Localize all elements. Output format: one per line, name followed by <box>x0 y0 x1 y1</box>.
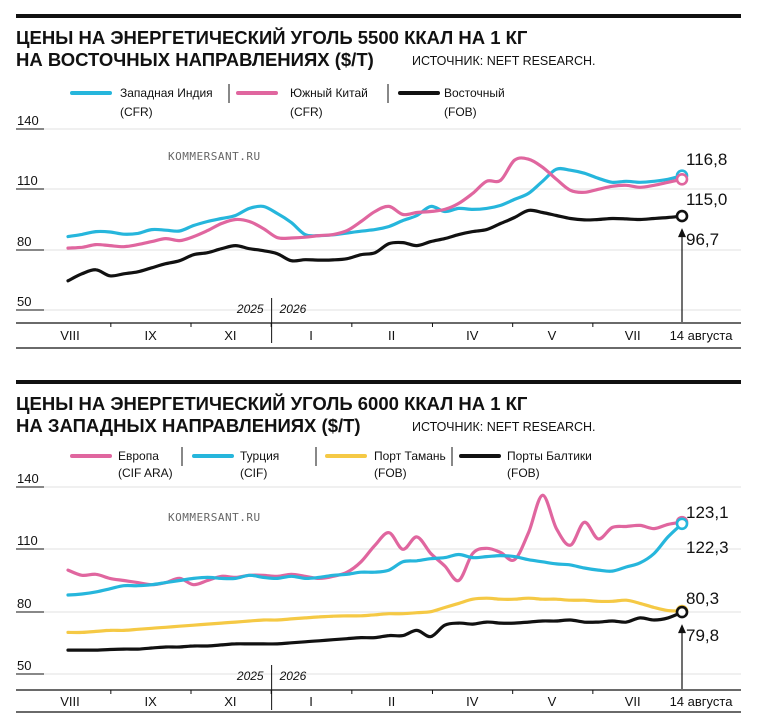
x-tick-label: V <box>548 328 557 343</box>
y-tick-label: 50 <box>17 294 31 309</box>
x-tick-label: VII <box>625 328 641 343</box>
end-value-label: 122,3 <box>686 538 729 557</box>
date-arrow-head <box>678 228 686 238</box>
y-tick-label: 140 <box>17 471 39 486</box>
legend-label: Европа <box>118 449 159 463</box>
year-label: 2025 <box>236 669 264 683</box>
watermark: KOMMERSANT.RU <box>168 511 261 524</box>
end-value-label: 80,3 <box>686 589 719 608</box>
date-arrow-head <box>678 624 686 634</box>
year-label: 2026 <box>279 302 307 316</box>
x-tick-label: IX <box>145 694 158 709</box>
legend-sublabel: (CIF) <box>240 466 267 480</box>
x-tick-label: 14 августа <box>670 328 734 343</box>
chart-title-line2: НА ВОСТОЧНЫХ НАПРАВЛЕНИЯХ ($/Т) <box>16 49 374 70</box>
chart-source: ИСТОЧНИК: NEFT RESEARCH. <box>412 54 596 68</box>
title-rule <box>16 380 741 384</box>
end-value-label: 123,1 <box>686 503 729 522</box>
x-tick-label: IV <box>466 328 479 343</box>
chart-title-line2: НА ЗАПАДНЫХ НАПРАВЛЕНИЯХ ($/Т) <box>16 415 361 436</box>
x-tick-label: II <box>388 328 395 343</box>
legend-label: Восточный <box>444 86 505 100</box>
x-tick-label: I <box>309 328 313 343</box>
end-point-marker <box>675 209 689 223</box>
series-line-1 <box>66 166 684 239</box>
chart-source: ИСТОЧНИК: NEFT RESEARCH. <box>412 420 596 434</box>
x-tick-label: II <box>388 694 395 709</box>
legend-label: Южный Китай <box>290 86 368 100</box>
x-tick-label: I <box>309 694 313 709</box>
x-tick-label: 14 августа <box>670 694 734 709</box>
end-value-label: 116,8 <box>686 150 727 169</box>
series-line-2 <box>66 156 684 250</box>
chart-title-line1: ЦЕНЫ НА ЭНЕРГЕТИЧЕСКИЙ УГОЛЬ 5500 ККАЛ Н… <box>16 27 528 48</box>
legend-label: Порт Тамань <box>374 449 446 463</box>
chart-panel-1: ЦЕНЫ НА ЭНЕРГЕТИЧЕСКИЙ УГОЛЬ 5500 ККАЛ Н… <box>16 14 741 349</box>
y-tick-label: 110 <box>17 173 38 188</box>
end-value-label: 79,8 <box>686 626 719 645</box>
end-value-label: 96,7 <box>686 230 719 249</box>
y-tick-label: 80 <box>17 596 31 611</box>
y-tick-label: 110 <box>17 533 38 548</box>
legend-label: Турция <box>240 449 279 463</box>
x-tick-label: IX <box>145 328 158 343</box>
y-tick-label: 50 <box>17 658 31 673</box>
legend-sublabel: (FOB) <box>374 466 407 480</box>
legend-sublabel: (CFR) <box>120 105 153 119</box>
legend-sublabel: (CIF ARA) <box>118 466 173 480</box>
x-tick-label: XI <box>224 328 236 343</box>
x-tick-label: VIII <box>60 328 80 343</box>
legend-sublabel: (FOB) <box>444 105 477 119</box>
watermark: KOMMERSANT.RU <box>168 150 261 163</box>
x-tick-label: XI <box>224 694 236 709</box>
end-point-marker <box>675 605 689 619</box>
series-line-2 <box>66 522 684 597</box>
end-point-marker <box>675 517 689 531</box>
legend-label: Западная Индия <box>120 86 213 100</box>
x-tick-label: VII <box>625 694 641 709</box>
x-tick-label: VIII <box>60 694 80 709</box>
legend-sublabel: (FOB) <box>507 466 540 480</box>
series-line-4 <box>66 610 684 652</box>
x-tick-label: IV <box>466 694 479 709</box>
legend-label: Порты Балтики <box>507 449 592 463</box>
end-point-marker <box>675 172 689 186</box>
y-tick-label: 80 <box>17 234 31 249</box>
chart-title-line1: ЦЕНЫ НА ЭНЕРГЕТИЧЕСКИЙ УГОЛЬ 6000 ККАЛ Н… <box>16 393 528 414</box>
series-line-3 <box>66 208 684 283</box>
y-tick-label: 140 <box>17 113 39 128</box>
chart-panel-2: ЦЕНЫ НА ЭНЕРГЕТИЧЕСКИЙ УГОЛЬ 6000 ККАЛ Н… <box>16 380 741 713</box>
legend-sublabel: (CFR) <box>290 105 323 119</box>
year-label: 2026 <box>279 669 307 683</box>
x-tick-label: V <box>548 694 557 709</box>
year-label: 2025 <box>236 302 264 316</box>
series-line-3 <box>66 596 684 635</box>
title-rule <box>16 14 741 18</box>
end-value-label: 115,0 <box>686 190 727 209</box>
